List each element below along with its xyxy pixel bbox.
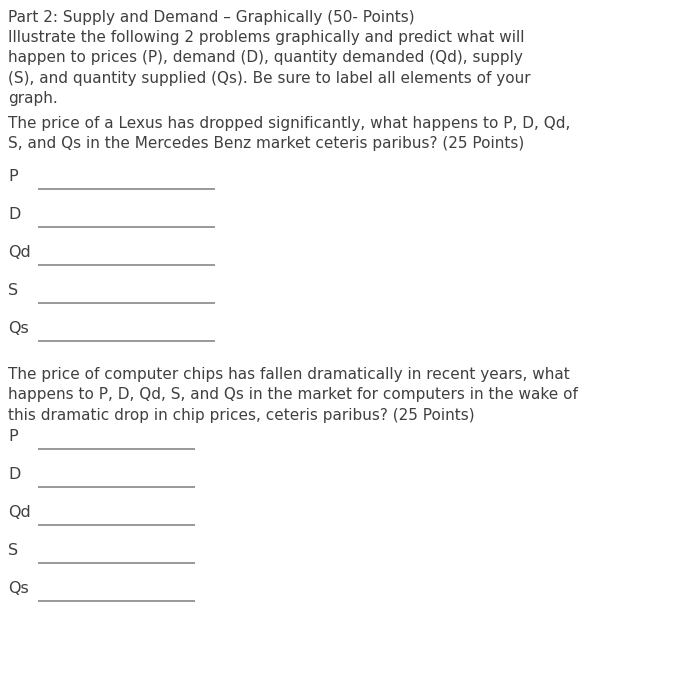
Text: D: D	[8, 467, 20, 482]
Text: P: P	[8, 169, 18, 184]
Text: S: S	[8, 283, 18, 298]
Text: Qd: Qd	[8, 505, 31, 520]
Text: Qs: Qs	[8, 321, 29, 336]
Text: Qd: Qd	[8, 245, 31, 260]
Text: The price of a Lexus has dropped significantly, what happens to P, D, Qd,
S, and: The price of a Lexus has dropped signifi…	[8, 116, 570, 151]
Text: S: S	[8, 543, 18, 558]
Text: The price of computer chips has fallen dramatically in recent years, what
happen: The price of computer chips has fallen d…	[8, 367, 578, 423]
Text: P: P	[8, 429, 18, 444]
Text: Qs: Qs	[8, 581, 29, 596]
Text: Part 2: Supply and Demand – Graphically (50- Points): Part 2: Supply and Demand – Graphically …	[8, 10, 414, 25]
Text: Illustrate the following 2 problems graphically and predict what will
happen to : Illustrate the following 2 problems grap…	[8, 30, 531, 106]
Text: D: D	[8, 207, 20, 222]
